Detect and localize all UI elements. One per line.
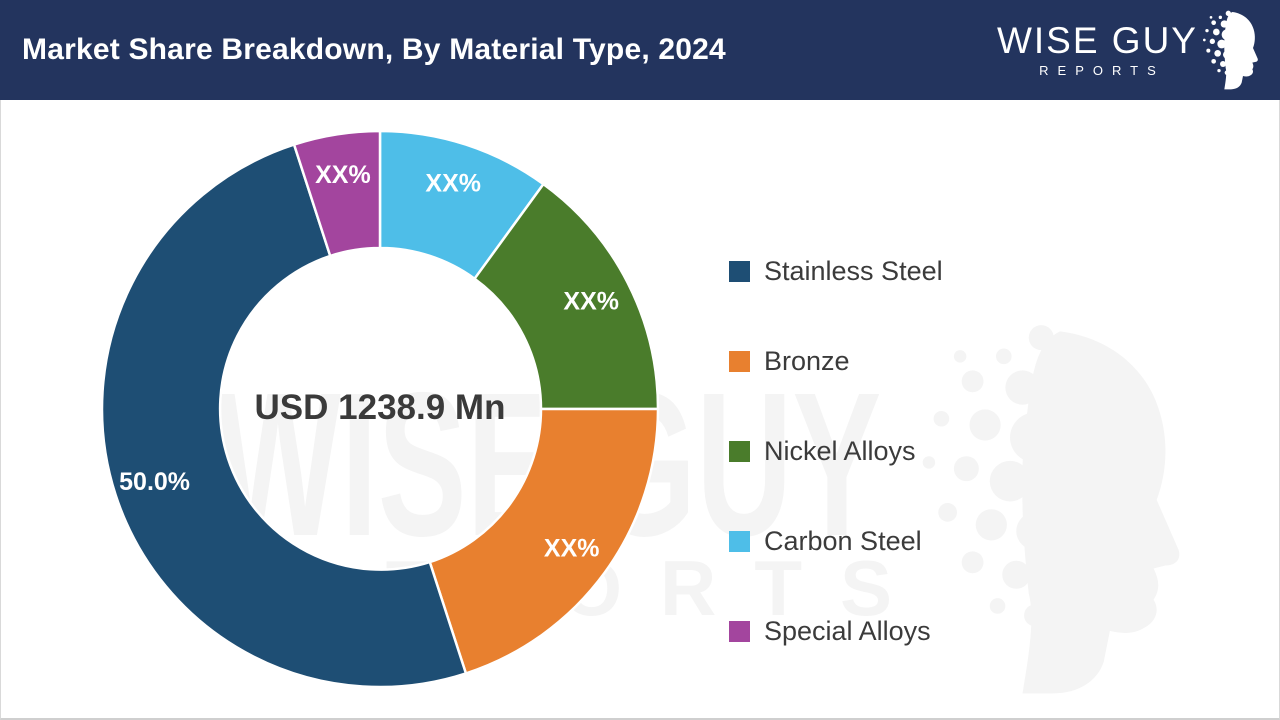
legend-label-carbon-steel: Carbon Steel [764, 526, 922, 556]
legend-item-stainless-steel: Stainless Steel [729, 253, 943, 289]
legend-swatch-nickel-alloys [729, 440, 750, 462]
donut-segment-special-alloys [292, 129, 382, 258]
legend-swatch-special-alloys [729, 620, 750, 642]
legend-swatch-carbon-steel [729, 530, 750, 552]
legend: Stainless Steel Bronze Nickel Alloys Carbon… [729, 253, 943, 649]
legend-item-carbon-steel: Carbon Steel [729, 523, 943, 559]
donut-center-value: USD 1238.9 Mn [254, 388, 506, 427]
segment-label-stainless-steel: 50.0% [119, 468, 190, 496]
legend-item-bronze: Bronze [729, 343, 943, 379]
wiseguy-head-icon [1203, 10, 1258, 90]
segment-label-bronze: XX% [544, 534, 600, 562]
segment-label-carbon-steel: XX% [425, 170, 481, 198]
donut-segment-bronze [428, 407, 660, 675]
segment-label-nickel-alloys: XX% [563, 287, 619, 315]
segment-label-special-alloys: XX% [315, 161, 371, 189]
legend-item-nickel-alloys: Nickel Alloys [729, 433, 943, 469]
legend-label-stainless-steel: Stainless Steel [764, 256, 943, 286]
donut-segment-stainless-steel [100, 143, 468, 689]
legend-swatch-stainless-steel [729, 260, 750, 282]
wiseguy-logo: WISE GUY REPORTS [997, 8, 1266, 92]
legend-label-bronze: Bronze [764, 346, 850, 376]
legend-label-special-alloys: Special Alloys [764, 616, 931, 646]
header-bar: Market Share Breakdown, By Material Type… [0, 0, 1280, 100]
legend-item-special-alloys: Special Alloys [729, 613, 943, 649]
legend-label-nickel-alloys: Nickel Alloys [764, 436, 916, 466]
logo-wordmark: WISE GUY [996, 20, 1198, 61]
legend-swatch-bronze [729, 350, 750, 372]
page-title: Market Share Breakdown, By Material Type… [22, 33, 726, 66]
logo-subtext: REPORTS [1039, 63, 1165, 78]
